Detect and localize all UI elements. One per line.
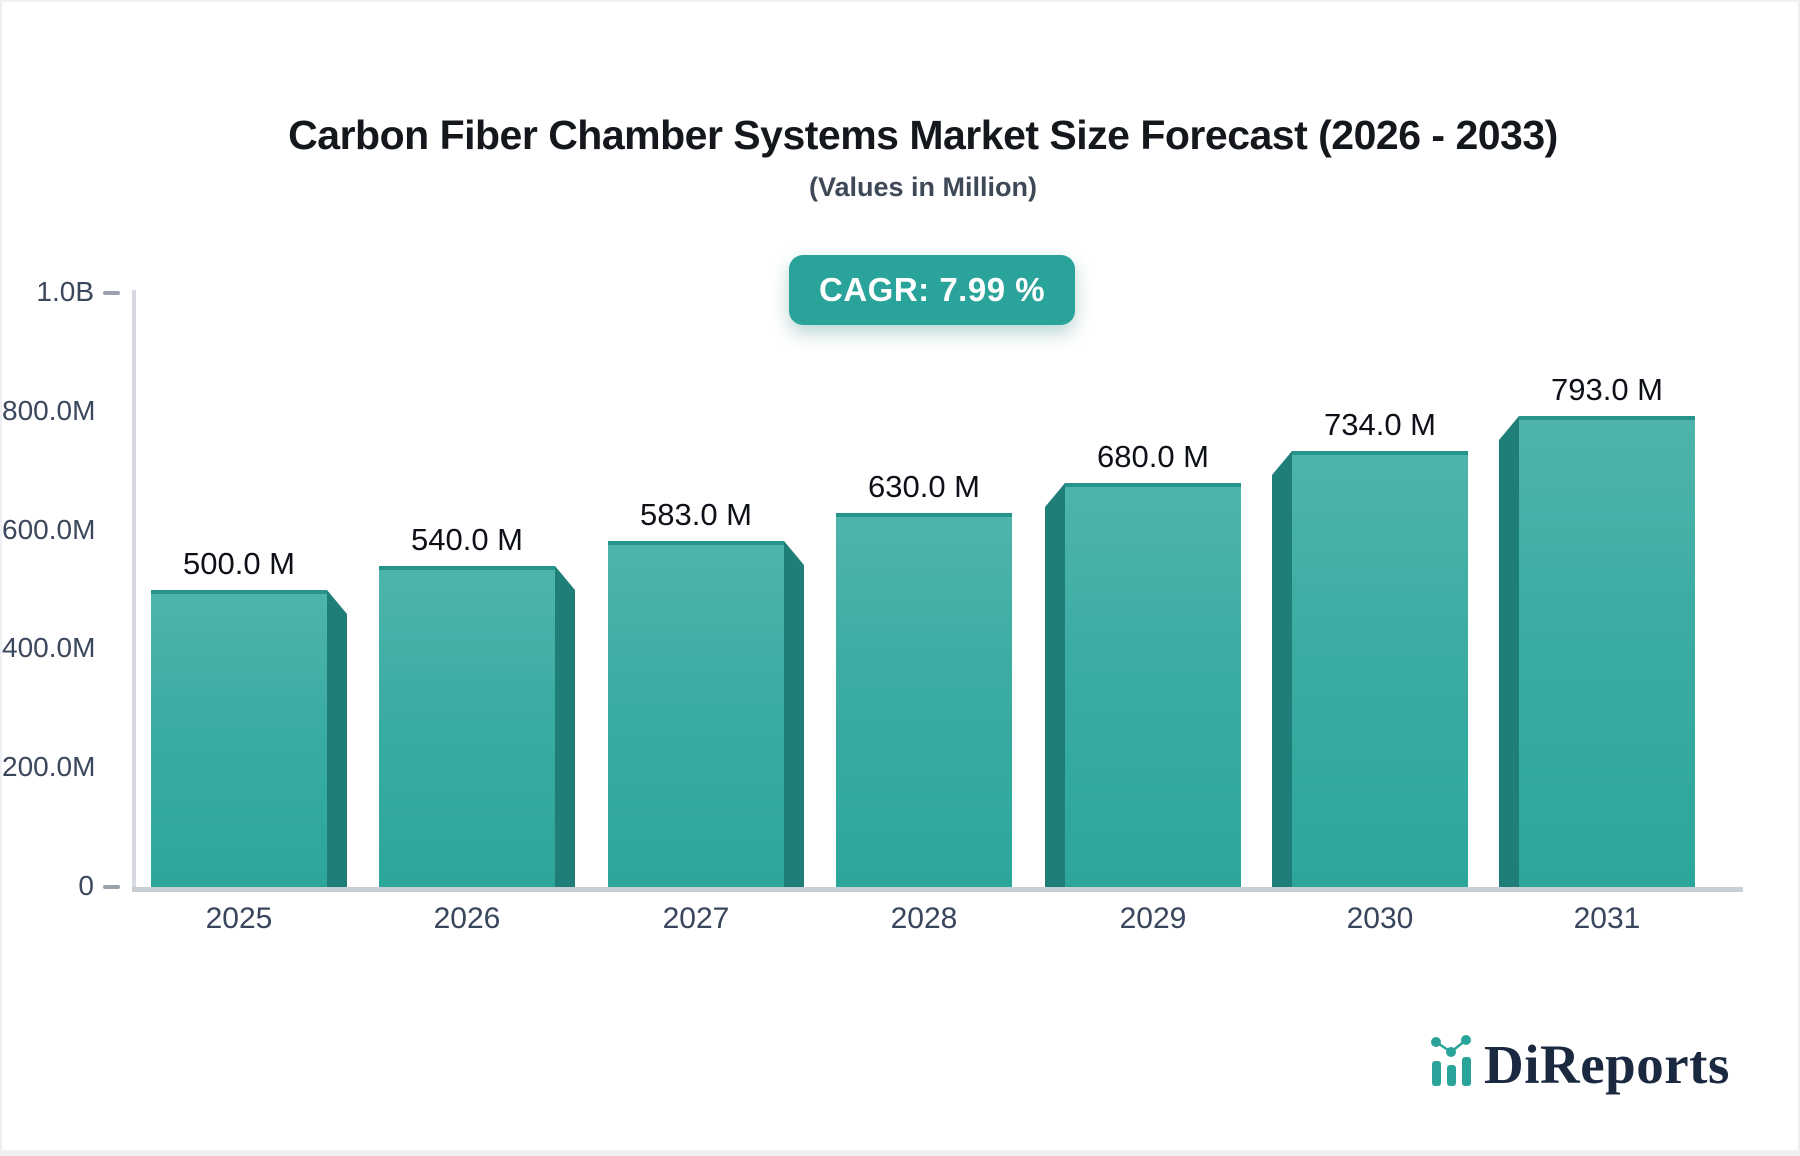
logo: DiReports (1430, 1034, 1730, 1095)
bar-value-label: 734.0 M (1323, 407, 1436, 442)
x-axis-label: 2030 (1346, 902, 1414, 935)
x-axis-label: 2027 (662, 902, 730, 935)
bar-value-label: 680.0 M (1096, 439, 1209, 474)
bar-value-label: 793.0 M (1550, 372, 1663, 407)
bar (379, 566, 555, 887)
y-axis-tick-label: 1.0B (36, 276, 94, 307)
x-axis-label: 2031 (1573, 902, 1641, 935)
chart-title: Carbon Fiber Chamber Systems Market Size… (288, 112, 1558, 158)
y-axis-tick-label: 600.0M (2, 513, 96, 545)
logo-text: DiReports (1484, 1034, 1730, 1095)
chart-subtitle: (Values in Million) (808, 172, 1038, 202)
y-axis-tick-label: 400.0M (2, 632, 96, 664)
y-axis-tick-label: 0 (78, 870, 94, 901)
y-axis-tick-label: 200.0M (2, 751, 96, 783)
bar-value-label: 540.0 M (410, 522, 523, 557)
bar (1292, 451, 1468, 887)
bar (151, 590, 327, 887)
bar-side-face (1045, 483, 1065, 887)
bar-side-face (784, 541, 804, 887)
bar (1065, 483, 1241, 887)
x-axis-label: 2028 (890, 902, 958, 935)
bar-side-face (327, 590, 347, 887)
x-axis-label: 2025 (205, 902, 273, 935)
x-axis-label: 2026 (433, 902, 501, 935)
bar-value-label: 583.0 M (639, 497, 752, 532)
bar-chart-logo-icon (1430, 1034, 1476, 1091)
bar (836, 513, 1012, 887)
bar-side-face (1499, 416, 1519, 887)
x-axis-line (132, 887, 1743, 892)
cagr-badge: CAGR: 7.99 % (789, 255, 1076, 325)
bar-side-face (1272, 451, 1292, 887)
x-axis-label: 2029 (1119, 902, 1187, 935)
y-axis-tick-label: 800.0M (2, 394, 96, 426)
bar-value-label: 500.0 M (182, 546, 295, 581)
y-axis-tick-mark (103, 885, 120, 889)
bar-value-label: 630.0 M (867, 469, 980, 504)
bar-side-face (555, 566, 575, 887)
y-axis-tick-mark (103, 291, 120, 295)
bar (608, 541, 784, 887)
bar (1519, 416, 1695, 887)
y-axis-line (132, 290, 136, 887)
